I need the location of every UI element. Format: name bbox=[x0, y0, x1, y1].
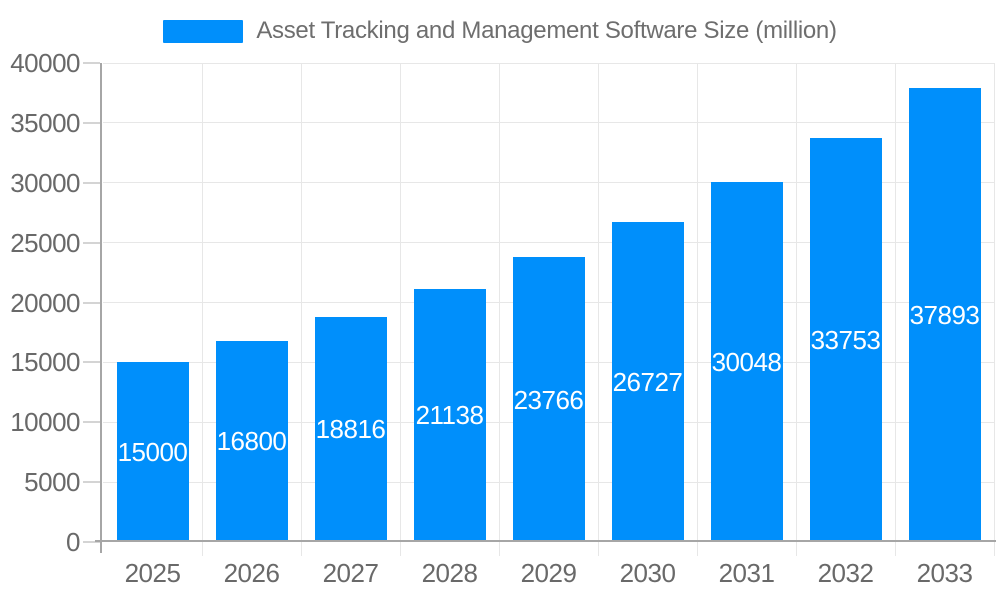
y-axis-label: 20000 bbox=[10, 287, 80, 318]
x-axis-label: 2031 bbox=[718, 558, 775, 588]
v-gridline bbox=[795, 63, 797, 556]
v-gridline bbox=[201, 63, 203, 556]
y-axis-line bbox=[100, 63, 102, 553]
bar-2027[interactable] bbox=[314, 316, 387, 542]
bar-value-label: 30048 bbox=[711, 347, 782, 378]
bar-value-label: 16800 bbox=[216, 426, 287, 457]
v-gridline bbox=[993, 63, 995, 556]
chart-legend-item[interactable]: Asset Tracking and Management Software S… bbox=[0, 17, 1000, 45]
h-gridline bbox=[103, 182, 994, 184]
bar-2029[interactable] bbox=[512, 257, 585, 542]
y-axis-tick bbox=[83, 361, 100, 364]
bar-2025[interactable] bbox=[116, 362, 189, 542]
x-axis-label: 2025 bbox=[124, 558, 181, 588]
y-axis-label: 30000 bbox=[10, 167, 80, 198]
bar-value-label: 33753 bbox=[810, 324, 881, 355]
bar-value-label: 37893 bbox=[909, 300, 980, 331]
y-axis-label: 15000 bbox=[10, 347, 80, 378]
y-axis-label: 10000 bbox=[10, 407, 80, 438]
y-axis-tick bbox=[83, 421, 100, 424]
y-axis-tick bbox=[83, 481, 100, 484]
v-gridline bbox=[300, 63, 302, 556]
x-axis-line bbox=[95, 540, 996, 542]
bar-2032[interactable] bbox=[809, 137, 882, 542]
x-axis-label: 2027 bbox=[322, 558, 379, 588]
y-axis-tick bbox=[83, 62, 100, 64]
bar-value-label: 15000 bbox=[117, 437, 188, 468]
y-axis-tick bbox=[83, 121, 100, 124]
y-axis-tick bbox=[83, 301, 100, 304]
y-axis-tick bbox=[83, 181, 100, 184]
bar-2026[interactable] bbox=[215, 340, 288, 542]
x-axis-label: 2029 bbox=[520, 558, 577, 588]
v-gridline bbox=[498, 63, 500, 556]
bar-value-label: 23766 bbox=[513, 384, 584, 415]
x-axis-label: 2026 bbox=[223, 558, 280, 588]
y-axis-tick bbox=[83, 241, 100, 244]
bar-2028[interactable] bbox=[413, 288, 486, 542]
y-axis-tick bbox=[83, 541, 100, 543]
y-axis-label: 40000 bbox=[10, 48, 80, 78]
h-gridline bbox=[103, 242, 994, 244]
bar-2031[interactable] bbox=[710, 182, 783, 542]
bar-2033[interactable] bbox=[908, 88, 981, 542]
x-axis-label: 2032 bbox=[817, 558, 874, 588]
bar-value-label: 26727 bbox=[612, 366, 683, 397]
x-axis-label: 2033 bbox=[916, 558, 973, 588]
bar-value-label: 21138 bbox=[415, 400, 484, 431]
v-gridline bbox=[894, 63, 896, 556]
y-axis-label: 0 bbox=[66, 527, 80, 557]
h-gridline bbox=[103, 62, 994, 64]
bar-2030[interactable] bbox=[611, 221, 684, 542]
x-axis-label: 2030 bbox=[619, 558, 676, 588]
y-axis-label: 25000 bbox=[10, 227, 80, 258]
legend-label: Asset Tracking and Management Software S… bbox=[256, 17, 837, 44]
y-axis-label: 35000 bbox=[10, 107, 80, 138]
y-axis-label: 5000 bbox=[24, 467, 80, 498]
v-gridline bbox=[597, 63, 599, 556]
legend-swatch bbox=[163, 19, 244, 43]
h-gridline bbox=[103, 122, 994, 124]
v-gridline bbox=[399, 63, 401, 556]
v-gridline bbox=[696, 63, 698, 556]
bar-value-label: 18816 bbox=[315, 414, 386, 445]
x-axis-label: 2028 bbox=[421, 558, 478, 588]
